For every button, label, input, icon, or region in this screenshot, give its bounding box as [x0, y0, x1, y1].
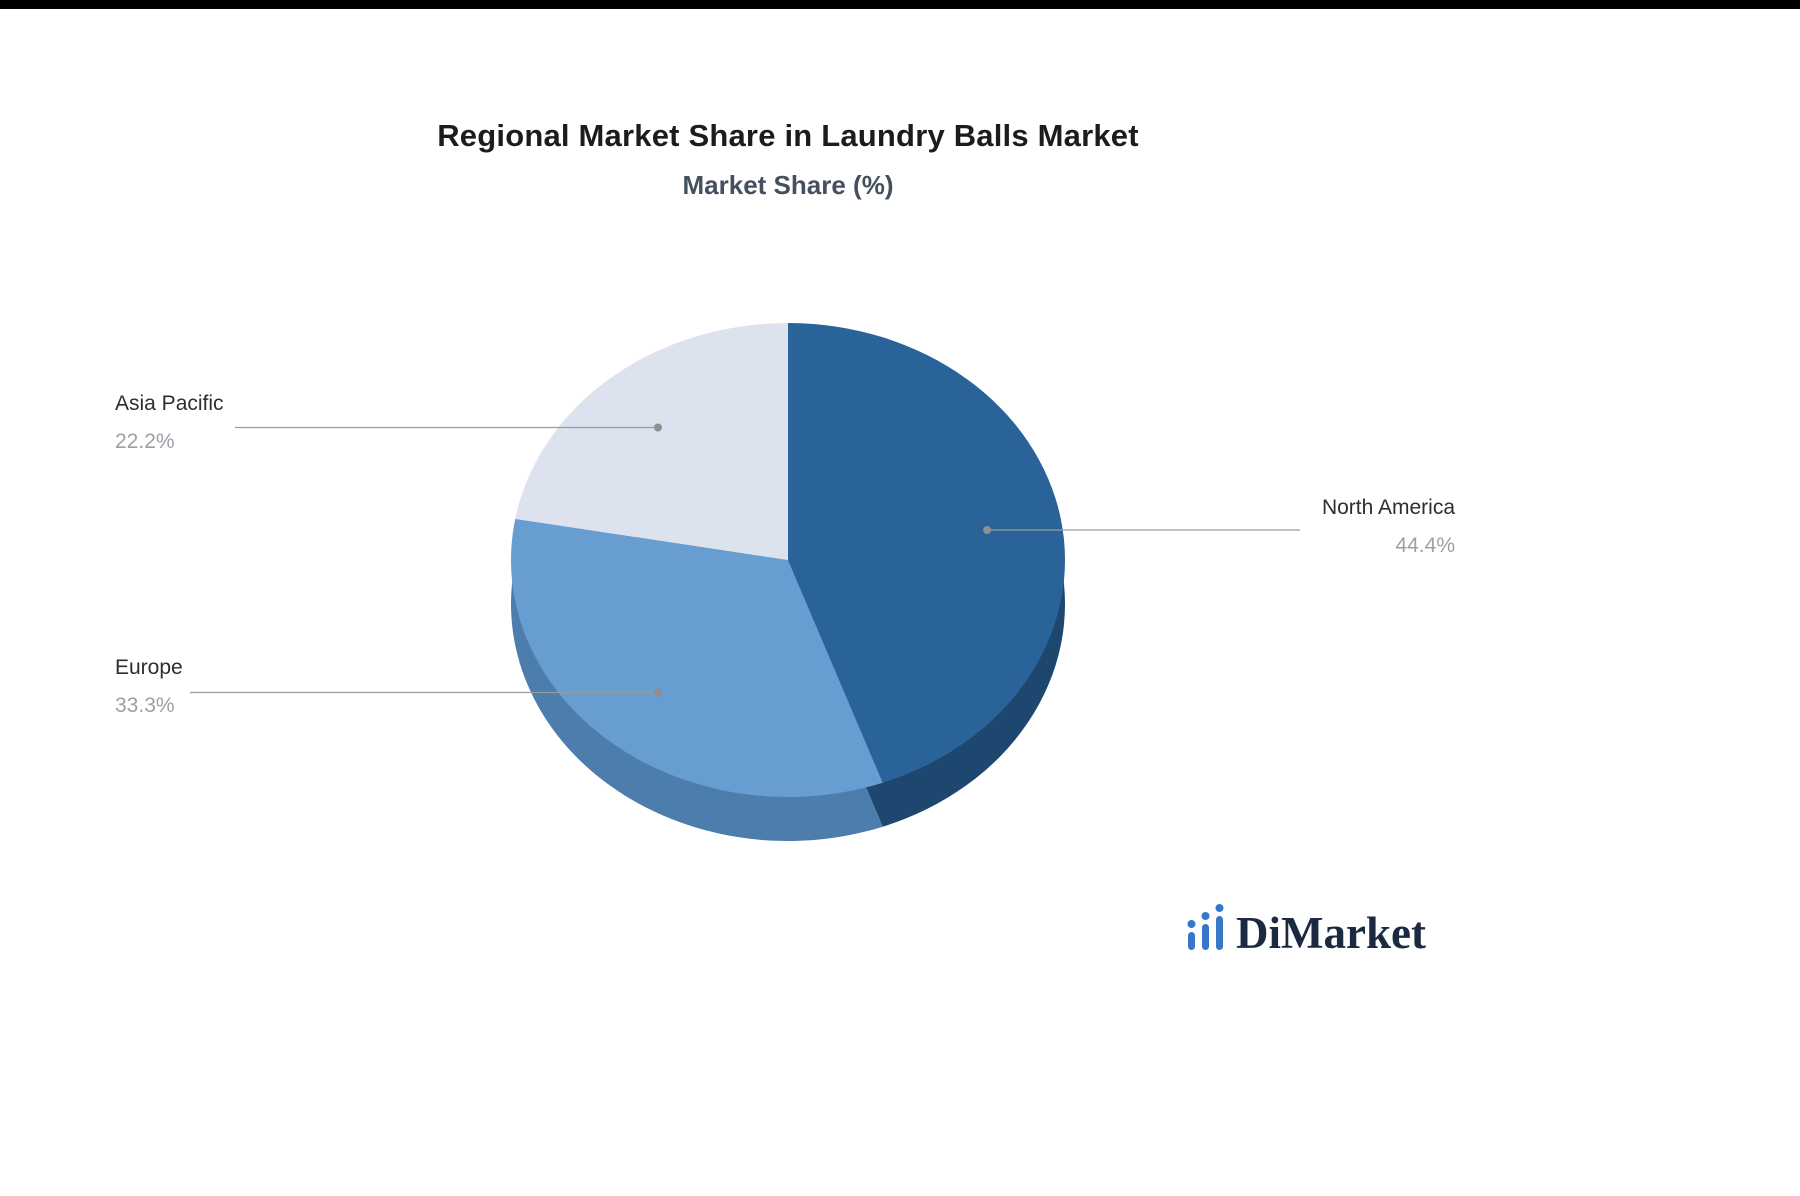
bar-chart-icon	[1187, 904, 1224, 950]
slice-name: Asia Pacific	[115, 392, 224, 415]
slice-name: North America	[1321, 496, 1455, 519]
leader-dot	[983, 526, 992, 534]
slice-label-europe: Europe 33.3%	[115, 656, 183, 718]
slice-percentage: 33.3%	[115, 694, 175, 717]
slice-percentage: 22.2%	[115, 430, 175, 453]
dimarket-logo: DiMarket	[1186, 904, 1426, 956]
slice-label-north-america: North America 44.4%	[1322, 496, 1455, 558]
window-top-edge	[0, 0, 1800, 9]
logo-text: DiMarket	[1236, 908, 1426, 958]
pie-slice	[515, 367, 788, 604]
pie-slice	[511, 518, 883, 798]
pie-slice	[511, 562, 883, 842]
chart-subtitle: Market Share (%)	[682, 170, 894, 200]
slice-name: Europe	[115, 656, 183, 679]
pie-slice	[788, 323, 1066, 783]
slice-label-asia-pacific: Asia Pacific 22.2%	[115, 392, 224, 454]
chart-heading: Regional Market Share in Laundry Balls M…	[0, 118, 1576, 201]
pie-slice	[515, 323, 788, 560]
chart-title: Regional Market Share in Laundry Balls M…	[437, 118, 1139, 153]
leader-dot	[654, 423, 662, 432]
leader-dot	[654, 688, 662, 697]
pie-slice	[788, 367, 1066, 827]
slice-percentage: 44.4%	[1395, 534, 1455, 557]
